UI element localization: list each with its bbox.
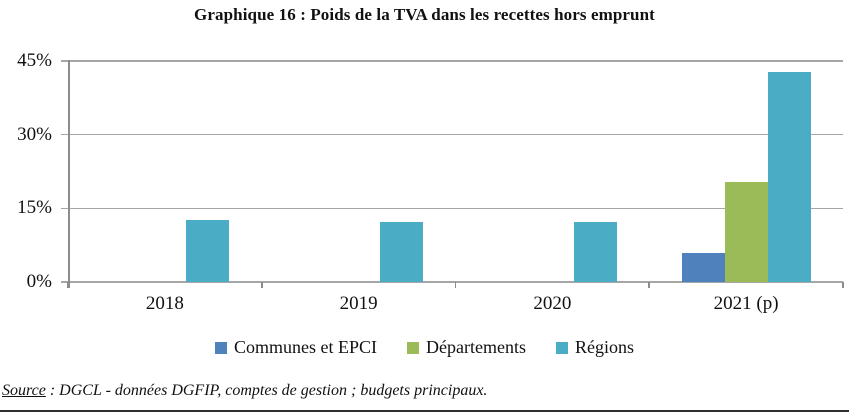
source-text: : DGCL - données DGFIP, comptes de gesti… — [45, 382, 488, 399]
legend-label-Départements: Départements — [426, 337, 526, 357]
legend-item-Départements: Départements — [407, 337, 526, 358]
bar-Régions-2019 — [380, 221, 424, 282]
y-tick-label-30: 30% — [17, 123, 52, 145]
x-axis-tick — [67, 282, 69, 288]
source-label: Source — [2, 382, 46, 399]
gridline-45 — [61, 60, 843, 62]
bar-Régions-2021 (p) — [767, 71, 811, 282]
legend-item-Régions: Régions — [555, 337, 634, 358]
legend-swatch-Régions — [555, 341, 568, 354]
chart-title: Graphique 16 : Poids de la TVA dans les … — [194, 5, 655, 24]
legend: Communes et EPCI Départements Régions — [0, 337, 849, 358]
source-note: Source : DGCL - données DGFIP, comptes d… — [2, 382, 487, 400]
x-tick-label-2018: 2018 — [145, 293, 184, 314]
y-tick-label-0: 0% — [26, 271, 52, 292]
legend-swatch-Départements — [407, 341, 419, 354]
legend-label-Régions: Régions — [574, 337, 634, 357]
x-axis-tick — [454, 282, 457, 288]
x-axis-tick — [260, 282, 263, 288]
x-axis-line — [61, 281, 843, 283]
x-axis-tick — [648, 282, 651, 288]
x-tick-label-2019: 2019 — [339, 293, 378, 314]
bar-Départements-2021 (p) — [724, 182, 768, 282]
bar-Régions-2020 — [573, 222, 617, 282]
x-axis-tick — [842, 282, 844, 288]
y-tick-label-15: 15% — [17, 197, 52, 219]
y-tick-label-45: 45% — [17, 50, 52, 71]
legend-item-Communes et EPCI: Communes et EPCI — [215, 337, 377, 358]
gridline-30 — [61, 133, 843, 136]
gridline-15 — [61, 207, 843, 210]
y-axis-line — [68, 60, 70, 288]
x-tick-label-2021 (p): 2021 (p) — [713, 293, 779, 314]
bar-Régions-2018 — [186, 220, 230, 282]
bar-Communes et EPCI-2021 (p) — [681, 252, 725, 282]
x-tick-label-2020: 2020 — [533, 293, 572, 314]
legend-label-Communes et EPCI: Communes et EPCI — [234, 337, 377, 357]
bottom-rule — [0, 410, 849, 412]
legend-swatch-Communes et EPCI — [215, 341, 227, 354]
